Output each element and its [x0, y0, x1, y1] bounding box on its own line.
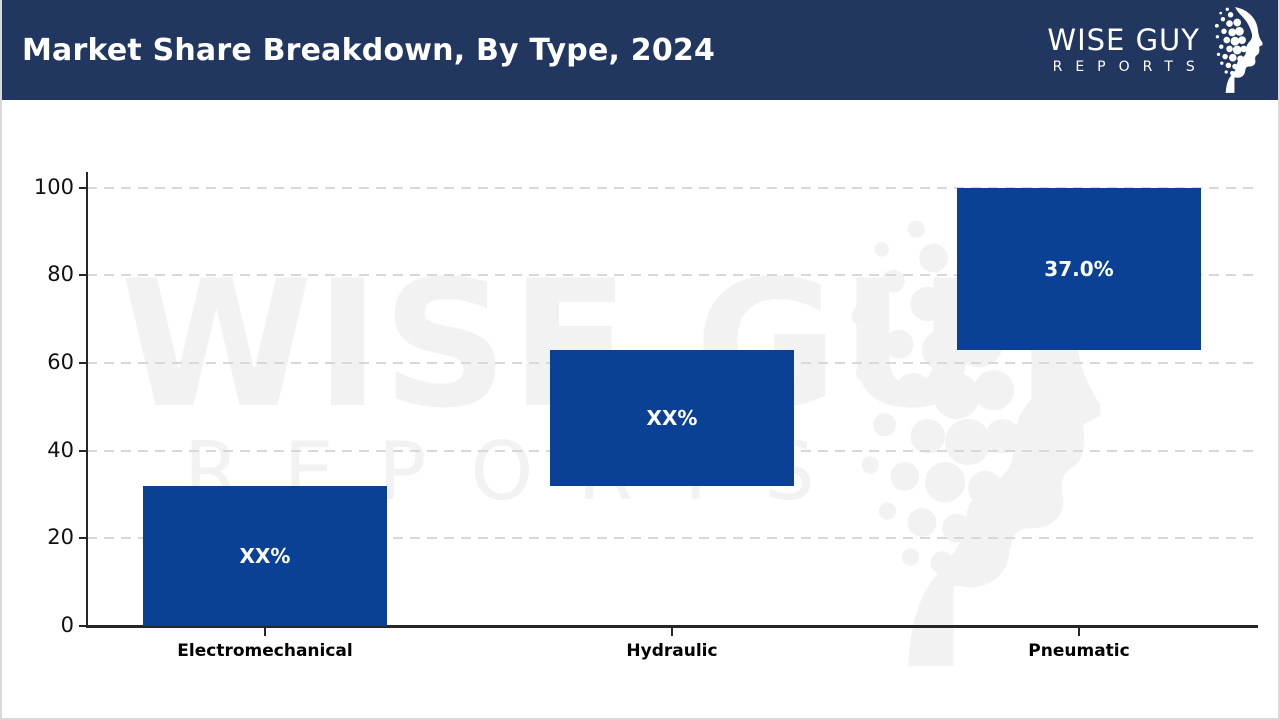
y-tick-mark [79, 186, 87, 189]
gridline-100 [87, 186, 1257, 189]
x-tick-label-pneumatic: Pneumatic [1028, 641, 1130, 661]
bar-value-label: XX% [239, 543, 291, 568]
brand-subtitle: REPORTS [1052, 58, 1208, 75]
y-tick-mark [79, 449, 87, 452]
bar-pneumatic: 37.0% [957, 187, 1201, 350]
y-tick-label: 80 [47, 262, 74, 287]
y-tick-mark [79, 537, 87, 540]
x-axis-line [86, 625, 1258, 628]
bar-value-label: XX% [646, 405, 698, 430]
y-axis-line [86, 172, 88, 628]
y-tick-label: 40 [47, 437, 74, 462]
y-tick-mark [79, 362, 87, 365]
y-tick-label: 20 [47, 525, 74, 550]
x-tick-label-hydraulic: Hydraulic [626, 641, 718, 661]
x-tick-mark [264, 628, 266, 636]
brand-name: WISE GUY [1047, 23, 1200, 58]
x-tick-mark [1078, 628, 1080, 636]
gridline-80 [87, 274, 1257, 277]
brand-logo-text: WISE GUY REPORTS [1047, 23, 1200, 75]
y-tick-mark [79, 274, 87, 277]
bar-electromechanical: XX% [143, 485, 387, 626]
bar-value-label: 37.0% [1044, 256, 1114, 281]
brand-logo: WISE GUY REPORTS [1047, 6, 1268, 94]
x-tick-label-electromechanical: Electromechanical [177, 641, 353, 661]
page-title: Market Share Breakdown, By Type, 2024 [22, 32, 716, 68]
y-tick-label: 0 [60, 613, 74, 637]
bar-hydraulic: XX% [550, 349, 794, 486]
x-tick-mark [671, 628, 673, 636]
y-tick-label: 100 [33, 174, 74, 199]
y-tick-label: 60 [47, 350, 74, 375]
dotted-head-profile-icon [1214, 7, 1263, 93]
y-tick-mark [79, 625, 87, 627]
header-bar: Market Share Breakdown, By Type, 2024 WI… [2, 0, 1278, 100]
gridline-20 [87, 537, 1257, 540]
